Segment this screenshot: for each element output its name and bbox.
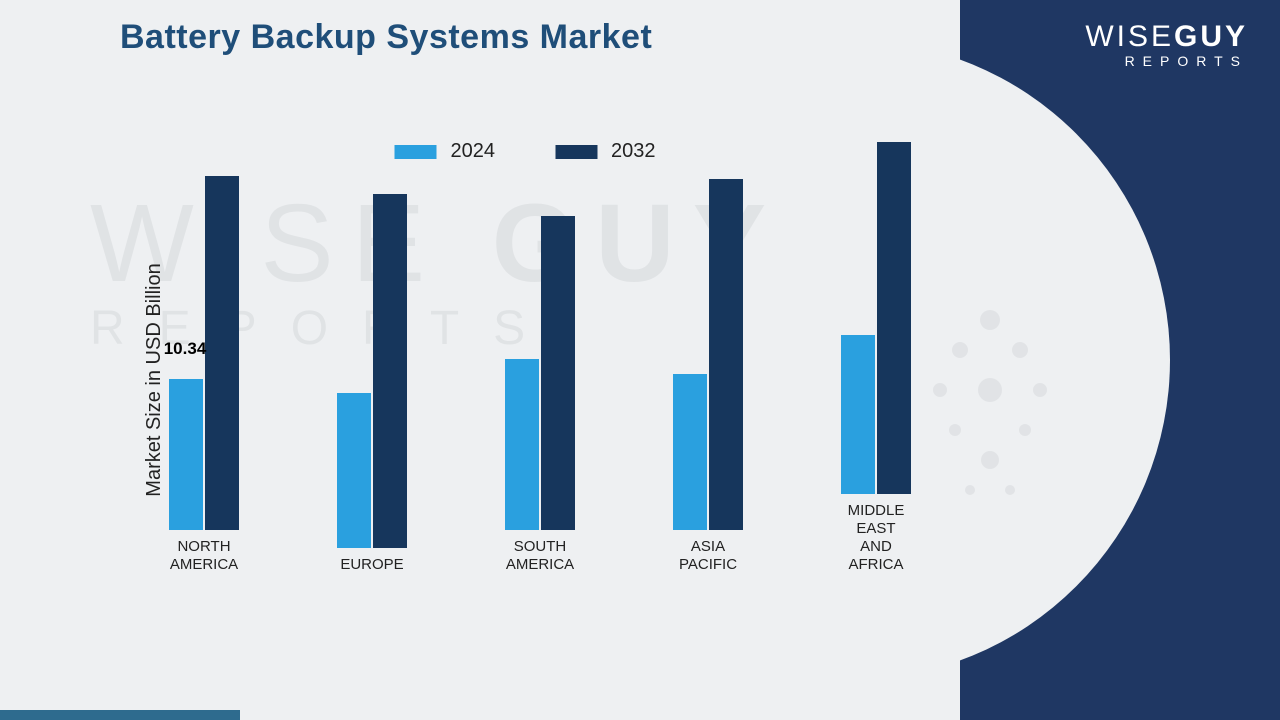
legend-label-2024: 2024 — [451, 140, 496, 163]
brand-line1-light: WISE — [1085, 20, 1174, 53]
bar — [169, 379, 203, 530]
x-axis-label: NORTHAMERICA — [170, 538, 238, 574]
bar — [841, 335, 875, 494]
x-axis-label: ASIAPACIFIC — [679, 538, 737, 574]
x-axis-label: MIDDLEEASTANDAFRICA — [848, 502, 905, 574]
bar — [505, 359, 539, 530]
stage: WISEGUY REPORTS WISE GUY REPORTS Battery… — [0, 0, 1280, 720]
x-axis-label: SOUTHAMERICA — [506, 538, 574, 574]
bar — [373, 194, 407, 548]
bar — [709, 179, 743, 530]
bottom-accent — [0, 710, 240, 720]
brand-line2: REPORTS — [1085, 54, 1248, 68]
bar — [877, 142, 911, 494]
bar-group: SOUTHAMERICA — [504, 150, 576, 574]
x-axis-label: EUROPE — [340, 556, 403, 574]
plot-area: 10.34 NORTHAMERICA EUROPE SOUTHAMERICA ASIAP… — [120, 180, 960, 574]
legend-label-2032: 2032 — [611, 140, 656, 163]
bar-group: MIDDLEEASTANDAFRICA — [840, 114, 912, 574]
bar — [673, 374, 707, 530]
chart: Market Size in USD Billion 2024 2032 10.… — [90, 160, 960, 600]
chart-title: Battery Backup Systems Market — [120, 18, 652, 57]
legend-swatch-2024 — [395, 145, 437, 159]
legend-item-2024: 2024 — [395, 140, 496, 163]
bar-group: 10.34NORTHAMERICA — [168, 150, 240, 574]
brand-logo: WISEGUY REPORTS — [1085, 22, 1248, 68]
brand-line1-bold: GUY — [1174, 20, 1248, 53]
bar — [205, 176, 239, 530]
bar-group: ASIAPACIFIC — [672, 150, 744, 574]
bar — [541, 216, 575, 530]
bar-group: EUROPE — [336, 168, 408, 574]
bar — [337, 393, 371, 548]
bar-value-label: 10.34 — [164, 339, 207, 359]
